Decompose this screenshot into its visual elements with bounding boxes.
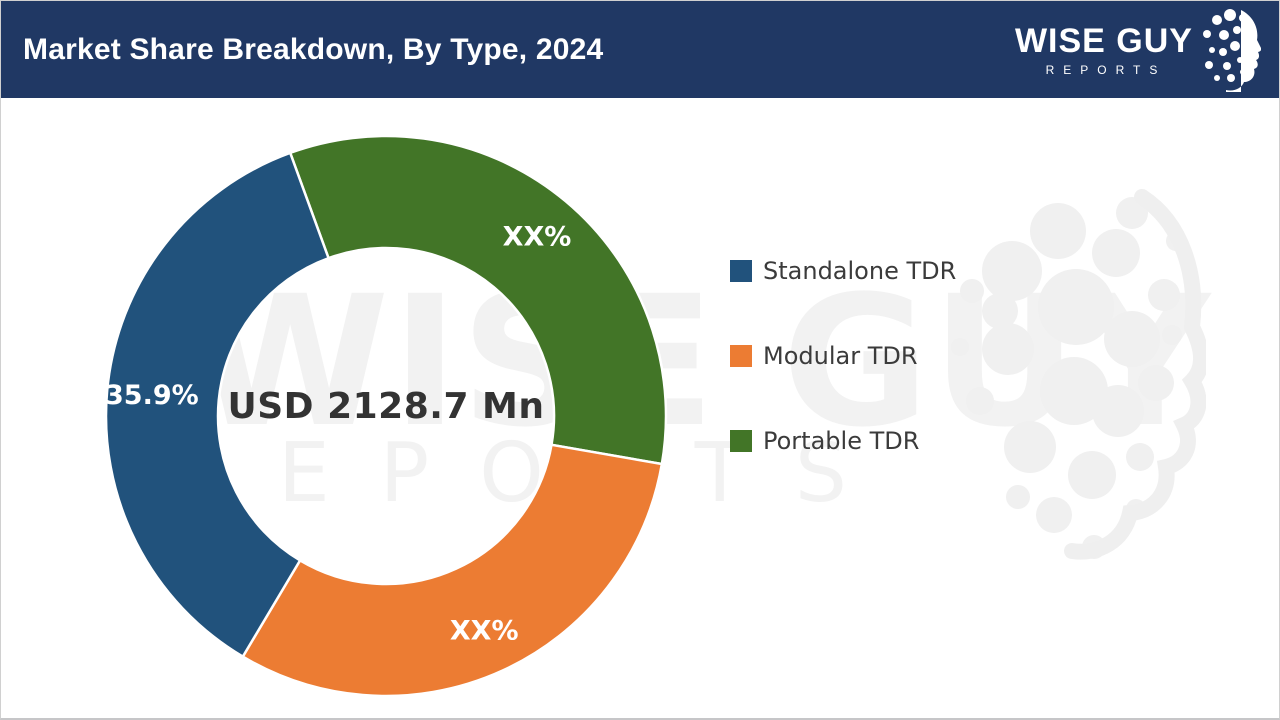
- legend-swatch: [730, 430, 752, 452]
- header: Market Share Breakdown, By Type, 2024 WI…: [1, 1, 1279, 98]
- legend-swatch: [730, 260, 752, 282]
- segment-percent-label: 35.9%: [105, 380, 199, 411]
- wise-guy-reports-logo: WISE GUY REPORTS: [1015, 8, 1261, 92]
- segment-percent-label: XX%: [503, 222, 572, 253]
- page-title: Market Share Breakdown, By Type, 2024: [23, 32, 604, 66]
- logo-face-icon: [1203, 8, 1261, 92]
- chart-center-value: USD 2128.7 Mn: [227, 386, 545, 427]
- legend-label: Portable TDR: [763, 427, 920, 455]
- legend-swatch: [730, 345, 752, 367]
- legend-label: Modular TDR: [763, 342, 918, 370]
- chart-legend: Standalone TDR Modular TDR Portable TDR: [730, 257, 956, 455]
- donut-segment-modular-tdr: [241, 443, 664, 698]
- legend-item-portable-tdr: Portable TDR: [730, 427, 956, 455]
- legend-label: Standalone TDR: [763, 257, 957, 285]
- logo-subtitle: REPORTS: [1045, 62, 1167, 77]
- donut-segment-standalone-tdr: [104, 151, 331, 659]
- legend-item-modular-tdr: Modular TDR: [730, 342, 956, 370]
- segment-percent-label: XX%: [450, 616, 519, 647]
- donut-chart: XX% XX% 35.9%: [104, 134, 668, 698]
- face-watermark: [951, 189, 1206, 560]
- legend-item-standalone-tdr: Standalone TDR: [730, 257, 956, 285]
- donut-segment-portable-tdr: [288, 134, 668, 466]
- logo-wordmark: WISE GUY: [1014, 21, 1193, 60]
